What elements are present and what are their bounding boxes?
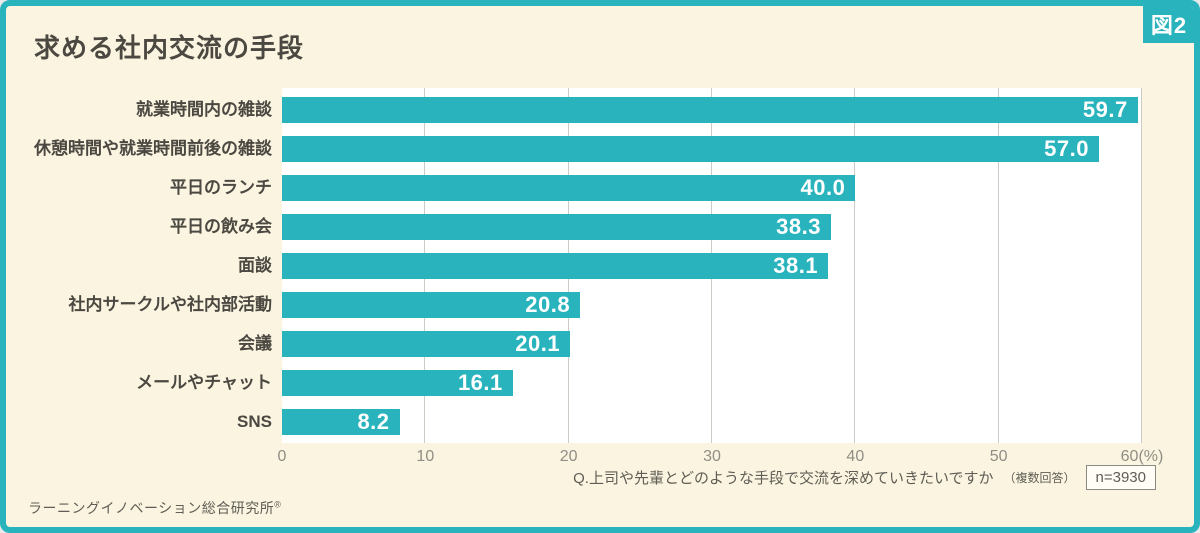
bar: 38.3 — [282, 214, 831, 240]
bar: 40.0 — [282, 175, 856, 201]
x-tick-label: 40 — [846, 448, 865, 465]
bar-value-label: 38.1 — [773, 253, 819, 278]
x-tick-label: 60(%) — [1120, 448, 1164, 465]
survey-question-note: （複数回答） — [1003, 471, 1076, 485]
bar-value-label: 57.0 — [1044, 136, 1089, 161]
category-label: 休憩時間や就業時間前後の雑談 — [34, 139, 272, 158]
x-tick-label: 10 — [416, 448, 435, 465]
gridline — [854, 88, 856, 443]
bar: 16.1 — [282, 370, 513, 396]
figure-number-tab: 図2 — [1143, 6, 1194, 43]
category-label: メールやチャット — [136, 373, 272, 392]
category-label: 平日の飲み会 — [170, 217, 272, 236]
bar-value-label: 38.3 — [776, 214, 821, 239]
survey-question-row: Q.上司や先輩とどのような手段で交流を深めていきたいですか （複数回答） n=39… — [573, 465, 1156, 490]
bar-value-label: 16.1 — [457, 370, 503, 395]
category-label: 平日のランチ — [170, 178, 272, 197]
gridline — [997, 88, 999, 443]
gridline — [1141, 88, 1142, 443]
x-tick-label: 0 — [277, 448, 287, 465]
x-tick-label: 20 — [559, 448, 578, 465]
survey-question: Q.上司や先輩とどのような手段で交流を深めていきたいですか — [573, 470, 994, 487]
bar-value-label: 40.0 — [800, 175, 846, 200]
x-axis: 0 10 20 30 40 50 60(%) — [278, 446, 1164, 468]
category-label: 社内サークルや社内部活動 — [68, 295, 273, 314]
bar: 20.8 — [282, 292, 581, 318]
bar: 57.0 — [282, 136, 1099, 162]
category-labels: 就業時間内の雑談休憩時間や就業時間前後の雑談平日のランチ 平日の飲み会面談社内サー… — [6, 88, 272, 443]
plot-area: 59.7 57.0 40.0 38.3 38.1 20.8 20.1 16.1 8.2 — [282, 88, 1142, 443]
category-label: 就業時間内の雑談 — [136, 100, 272, 119]
bar: 59.7 — [282, 97, 1138, 123]
category-label: 面談 — [238, 256, 272, 275]
bar-value-label: 20.8 — [525, 292, 571, 317]
sample-size-badge: n=3930 — [1085, 465, 1156, 490]
category-label: 会議 — [238, 334, 272, 353]
bar-chart: 就業時間内の雑談休憩時間や就業時間前後の雑談平日のランチ 平日の飲み会面談社内サー… — [6, 88, 1194, 465]
bar: 38.1 — [282, 253, 829, 279]
page-title: 求める社内交流の手段 — [34, 33, 305, 63]
bar-value-label: 20.1 — [515, 331, 561, 356]
bar: 8.2 — [282, 409, 400, 435]
x-tick-label: 30 — [703, 448, 721, 465]
bar-value-label: 59.7 — [1082, 97, 1128, 122]
source-credit: ラーニングイノベーション総合研究所® — [28, 498, 281, 518]
bar: 20.1 — [282, 331, 571, 357]
x-tick-label: 50 — [989, 448, 1008, 465]
source-name: ラーニングイノベーション総合研究所 — [28, 500, 275, 516]
registered-trademark-symbol: ® — [274, 499, 282, 510]
bar-value-label: 8.2 — [357, 409, 390, 434]
category-label: SNS — [237, 412, 272, 431]
